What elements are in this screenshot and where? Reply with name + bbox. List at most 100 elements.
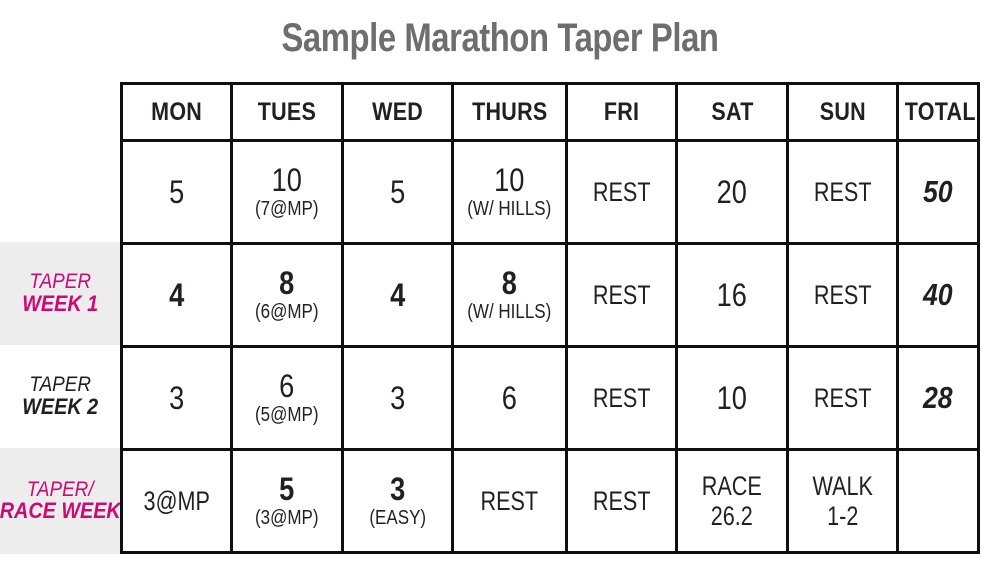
cell-main: REST <box>813 382 872 413</box>
cell-main: 5 <box>279 470 295 507</box>
cell-main: 8 <box>279 264 295 301</box>
cell-main: 6 <box>502 380 518 416</box>
cell-thurs: 8 (W/ HILLS) <box>451 242 568 348</box>
cell-fri: REST <box>564 242 679 348</box>
cell-tues: 5 (3@MP) <box>230 448 344 554</box>
cell-main: 16 <box>717 277 748 313</box>
cell-main: 3 <box>390 470 406 507</box>
row-label-line2: WEEK 1 <box>22 290 98 316</box>
cell-main: REST <box>592 279 651 310</box>
cell-main: REST <box>813 176 872 207</box>
cell-sub: (6@MP) <box>255 300 319 323</box>
cell-main: WALK <box>812 470 873 501</box>
cell-main: 8 <box>502 264 518 301</box>
cell-total-value: 40 <box>923 277 954 312</box>
cell-tues: 10 (7@MP) <box>230 139 344 245</box>
cell-sub: (7@MP) <box>255 197 319 220</box>
column-header-label: THURS <box>472 97 548 126</box>
cell-mon: 5 <box>119 139 234 245</box>
cell-main: 3 <box>169 380 185 416</box>
cell-sat: 20 <box>675 139 789 245</box>
cell-sub: (EASY) <box>369 506 427 529</box>
column-header-wed: WED <box>340 82 455 142</box>
cell-mon: 3@MP <box>119 448 234 554</box>
column-header-mon: MON <box>119 82 234 142</box>
row-shade-band-race-week <box>0 448 120 554</box>
cell-mon: 3 <box>119 345 234 451</box>
cell-sub: (W/ HILLS) <box>467 197 552 220</box>
cell-main: REST <box>813 279 872 310</box>
cell-main: 5 <box>390 174 406 210</box>
taper-plan-table: MON TUES WED THURS FRI SAT SUN TOTAL 5 1… <box>119 82 980 554</box>
cell-sun: REST <box>785 139 900 245</box>
cell-total-value: 50 <box>923 174 954 209</box>
cell-total: 40 <box>896 242 980 348</box>
row-label-taper-race-week: TAPER/ RACE WEEK <box>0 448 121 554</box>
table-row: 3@MP 5 (3@MP) 3 (EASY) REST REST RACE 26.2 … <box>119 448 980 554</box>
cell-sun: WALK 1-2 <box>785 448 900 554</box>
cell-sub: (3@MP) <box>255 506 319 529</box>
table-row: 3 6 (5@MP) 3 6 REST 10 REST 28 <box>119 345 980 451</box>
cell-sub: (5@MP) <box>255 403 319 426</box>
cell-main: 4 <box>390 277 406 313</box>
cell-sun: REST <box>785 345 900 451</box>
cell-wed: 5 <box>340 139 455 245</box>
table-header-row: MON TUES WED THURS FRI SAT SUN TOTAL <box>119 82 980 142</box>
cell-total: 50 <box>896 139 980 245</box>
cell-main: REST <box>592 382 651 413</box>
column-header-label: SUN <box>819 97 866 126</box>
cell-mon: 4 <box>119 242 234 348</box>
column-header-label: SAT <box>711 97 754 126</box>
row-label-taper-week-1: TAPER WEEK 1 <box>0 242 120 345</box>
row-label-line2: WEEK 2 <box>22 393 98 419</box>
cell-total: 28 <box>896 345 980 451</box>
row-label-line1: TAPER <box>29 373 91 397</box>
cell-tues: 8 (6@MP) <box>230 242 344 348</box>
cell-main: 4 <box>169 277 185 313</box>
plan-grid: TAPER WEEK 1 TAPER WEEK 2 TAPER/ RACE WE… <box>0 82 1000 557</box>
row-label-line1: TAPER/ <box>26 477 94 501</box>
column-header-label: FRI <box>604 97 640 126</box>
cell-main: REST <box>480 485 539 516</box>
row-label-line2: RACE WEEK <box>0 498 121 524</box>
cell-total-value: 28 <box>923 380 954 415</box>
cell-main: 10 <box>494 161 525 198</box>
cell-main: REST <box>592 176 651 207</box>
cell-sat: 10 <box>675 345 789 451</box>
cell-main: 6 <box>279 367 295 404</box>
page-title: Sample Marathon Taper Plan <box>281 16 719 60</box>
cell-wed: 3 (EASY) <box>340 448 455 554</box>
table-row: 4 8 (6@MP) 4 8 (W/ HILLS) REST 16 REST 40 <box>119 242 980 348</box>
row-label-line1: TAPER <box>29 270 91 294</box>
row-label-taper-week-2: TAPER WEEK 2 <box>0 345 120 448</box>
column-header-label: MON <box>151 97 203 126</box>
cell-main: 10 <box>272 161 303 198</box>
cell-main: 5 <box>169 174 185 210</box>
column-header-thurs: THURS <box>451 82 568 142</box>
cell-main: 3 <box>390 380 406 416</box>
table-row: 5 10 (7@MP) 5 10 (W/ HILLS) REST 20 REST 5… <box>119 139 980 245</box>
column-header-label: TOTAL <box>905 97 977 126</box>
cell-thurs: 6 <box>451 345 568 451</box>
cell-tues: 6 (5@MP) <box>230 345 344 451</box>
cell-main: REST <box>592 485 651 516</box>
cell-sub: 26.2 <box>711 501 754 531</box>
cell-thurs: REST <box>451 448 568 554</box>
cell-sub: (W/ HILLS) <box>467 300 552 323</box>
column-header-label: TUES <box>258 97 317 126</box>
column-header-label: WED <box>372 97 424 126</box>
cell-wed: 4 <box>340 242 455 348</box>
cell-main: 10 <box>717 380 748 416</box>
row-shade-band-week1 <box>0 242 120 345</box>
column-header-fri: FRI <box>564 82 679 142</box>
cell-sat: 16 <box>675 242 789 348</box>
cell-fri: REST <box>564 345 679 451</box>
cell-wed: 3 <box>340 345 455 451</box>
cell-fri: REST <box>564 448 679 554</box>
cell-main: 3@MP <box>143 485 210 516</box>
column-header-total: TOTAL <box>896 82 980 142</box>
cell-main: 20 <box>717 174 748 210</box>
cell-sat: RACE 26.2 <box>675 448 789 554</box>
cell-sun: REST <box>785 242 900 348</box>
